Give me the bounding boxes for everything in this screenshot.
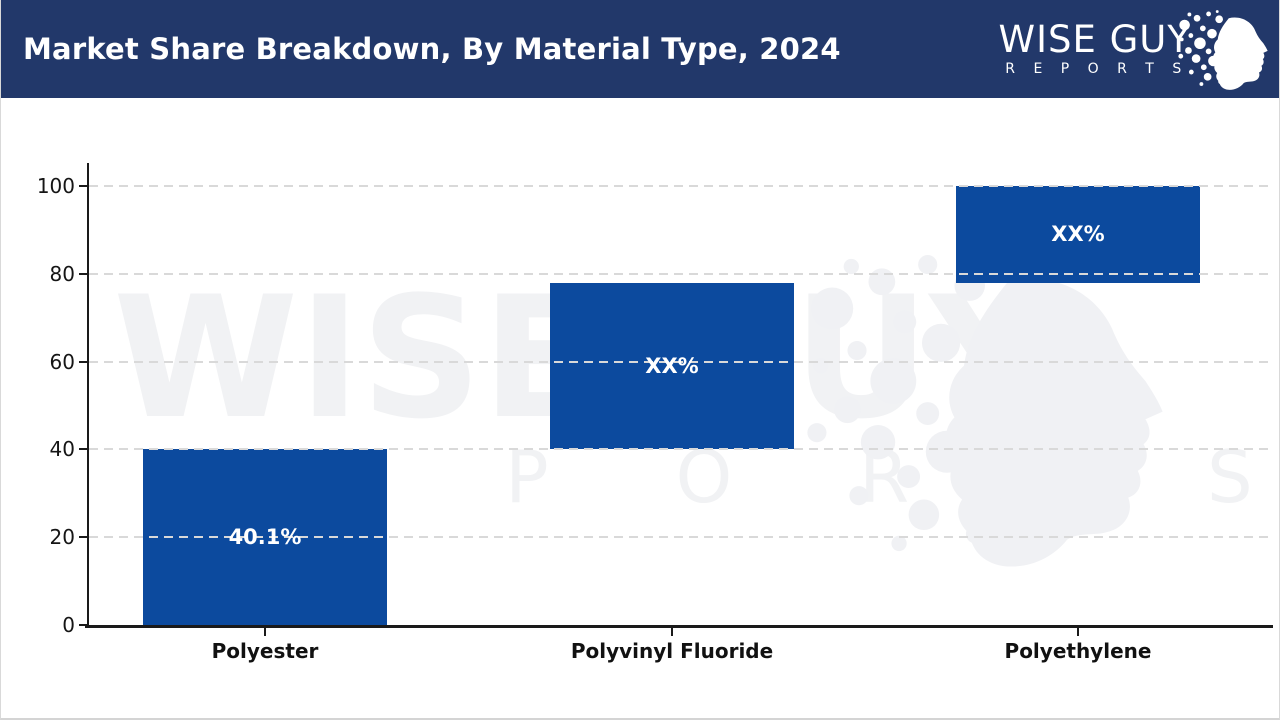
- gridline-40: [89, 448, 1273, 451]
- y-tick-label: 20: [49, 525, 75, 550]
- bar-value-label: 40.1%: [228, 524, 302, 549]
- logo-wordmark: WISE GUY: [998, 18, 1191, 61]
- gridline-20: [89, 536, 1273, 539]
- x-tick-mark: [264, 628, 266, 636]
- y-tick-mark: [79, 360, 87, 363]
- gridline-80: [89, 272, 1273, 275]
- header-bar: Market Share Breakdown, By Material Type…: [1, 0, 1279, 98]
- x-axis-spine: [85, 625, 1273, 628]
- wiseguy-face-icon: [1178, 10, 1268, 90]
- y-tick-label: 80: [49, 261, 75, 286]
- plot-area: WISE GUY R E P O R T S 0 20 40 60 80 100 40.1%…: [1, 98, 1279, 718]
- gridline-100: [89, 185, 1273, 187]
- y-tick-mark: [79, 624, 87, 626]
- wiseguy-logo: WISE GUY R E P O R T S: [999, 5, 1271, 93]
- y-tick-mark: [79, 448, 87, 451]
- logo-subtitle: R E P O R T S: [1005, 61, 1189, 77]
- y-tick-label: 100: [36, 174, 75, 198]
- y-tick-label: 0: [62, 613, 75, 637]
- y-tick-label: 40: [49, 437, 75, 462]
- bar-value-label: XX%: [645, 353, 699, 378]
- x-tick-mark: [671, 628, 673, 636]
- y-tick-label: 60: [49, 349, 75, 374]
- gridline-60: [89, 360, 1273, 363]
- y-tick-mark: [79, 536, 87, 539]
- bar-polyvinyl-fluoride: [550, 282, 794, 449]
- y-tick-mark: [79, 272, 87, 275]
- wiseguy-logo-text: WISE GUY R E P O R T S: [999, 21, 1191, 77]
- y-tick-mark: [79, 185, 87, 187]
- x-category-label: Polyethylene: [1004, 639, 1152, 663]
- bar-polyethylene: [956, 186, 1200, 283]
- x-category-label: Polyester: [211, 639, 319, 663]
- page-title: Market Share Breakdown, By Material Type…: [23, 32, 841, 66]
- bar-value-label: XX%: [1051, 222, 1105, 247]
- x-category-label: Polyvinyl Fluoride: [570, 639, 774, 663]
- watermark-face-icon: [807, 249, 1163, 567]
- x-tick-mark: [1077, 628, 1079, 636]
- y-axis-spine: [87, 163, 89, 627]
